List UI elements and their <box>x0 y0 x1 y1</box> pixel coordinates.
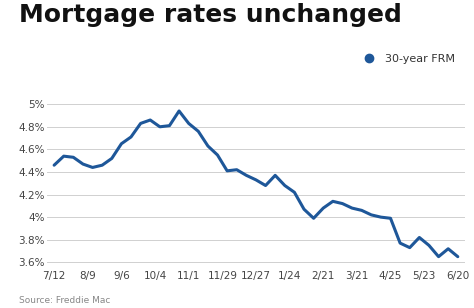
Text: Mortgage rates unchanged: Mortgage rates unchanged <box>19 3 402 27</box>
Legend: 30-year FRM: 30-year FRM <box>354 50 459 69</box>
Text: Source: Freddie Mac: Source: Freddie Mac <box>19 296 110 305</box>
